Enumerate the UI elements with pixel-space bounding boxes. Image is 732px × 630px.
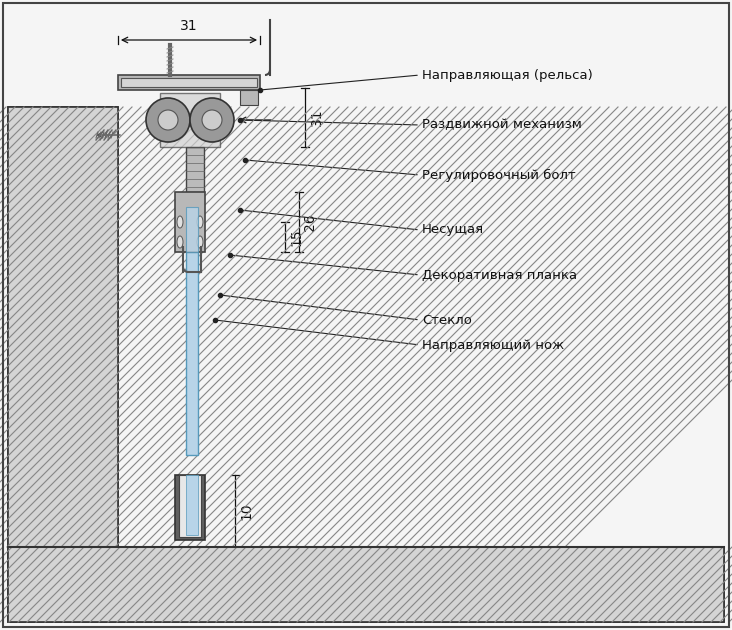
Text: Стекло: Стекло	[422, 314, 472, 326]
Text: 31: 31	[310, 109, 324, 126]
Circle shape	[202, 110, 222, 130]
Text: Раздвижной механизм: Раздвижной механизм	[422, 118, 582, 132]
Text: 10: 10	[239, 502, 253, 520]
Ellipse shape	[177, 236, 183, 248]
Text: 26: 26	[303, 213, 317, 231]
Text: Направляющая (рельса): Направляющая (рельса)	[422, 69, 593, 81]
Ellipse shape	[177, 216, 183, 228]
Bar	[240, 90, 258, 105]
Text: Регулировочный болт: Регулировочный болт	[422, 168, 575, 181]
Text: Декоративная планка: Декоративная планка	[422, 268, 577, 282]
Text: Направляющий нож: Направляющий нож	[422, 338, 564, 352]
Bar	[8, 107, 118, 547]
Bar	[121, 78, 257, 87]
Bar	[118, 75, 260, 90]
Bar	[179, 475, 201, 537]
Bar	[186, 147, 204, 192]
Circle shape	[146, 98, 190, 142]
Bar	[8, 107, 118, 547]
Ellipse shape	[197, 216, 203, 228]
Bar	[186, 207, 198, 252]
FancyBboxPatch shape	[175, 192, 205, 252]
Circle shape	[158, 110, 178, 130]
Bar	[175, 475, 205, 540]
Circle shape	[190, 98, 234, 142]
Text: 31: 31	[180, 19, 198, 33]
Bar	[186, 475, 198, 535]
Bar	[186, 252, 198, 455]
Text: 15: 15	[289, 228, 303, 246]
Bar	[8, 547, 724, 622]
Bar	[160, 93, 220, 147]
Text: Несущая: Несущая	[422, 224, 484, 236]
Ellipse shape	[197, 236, 203, 248]
Bar	[8, 547, 724, 622]
